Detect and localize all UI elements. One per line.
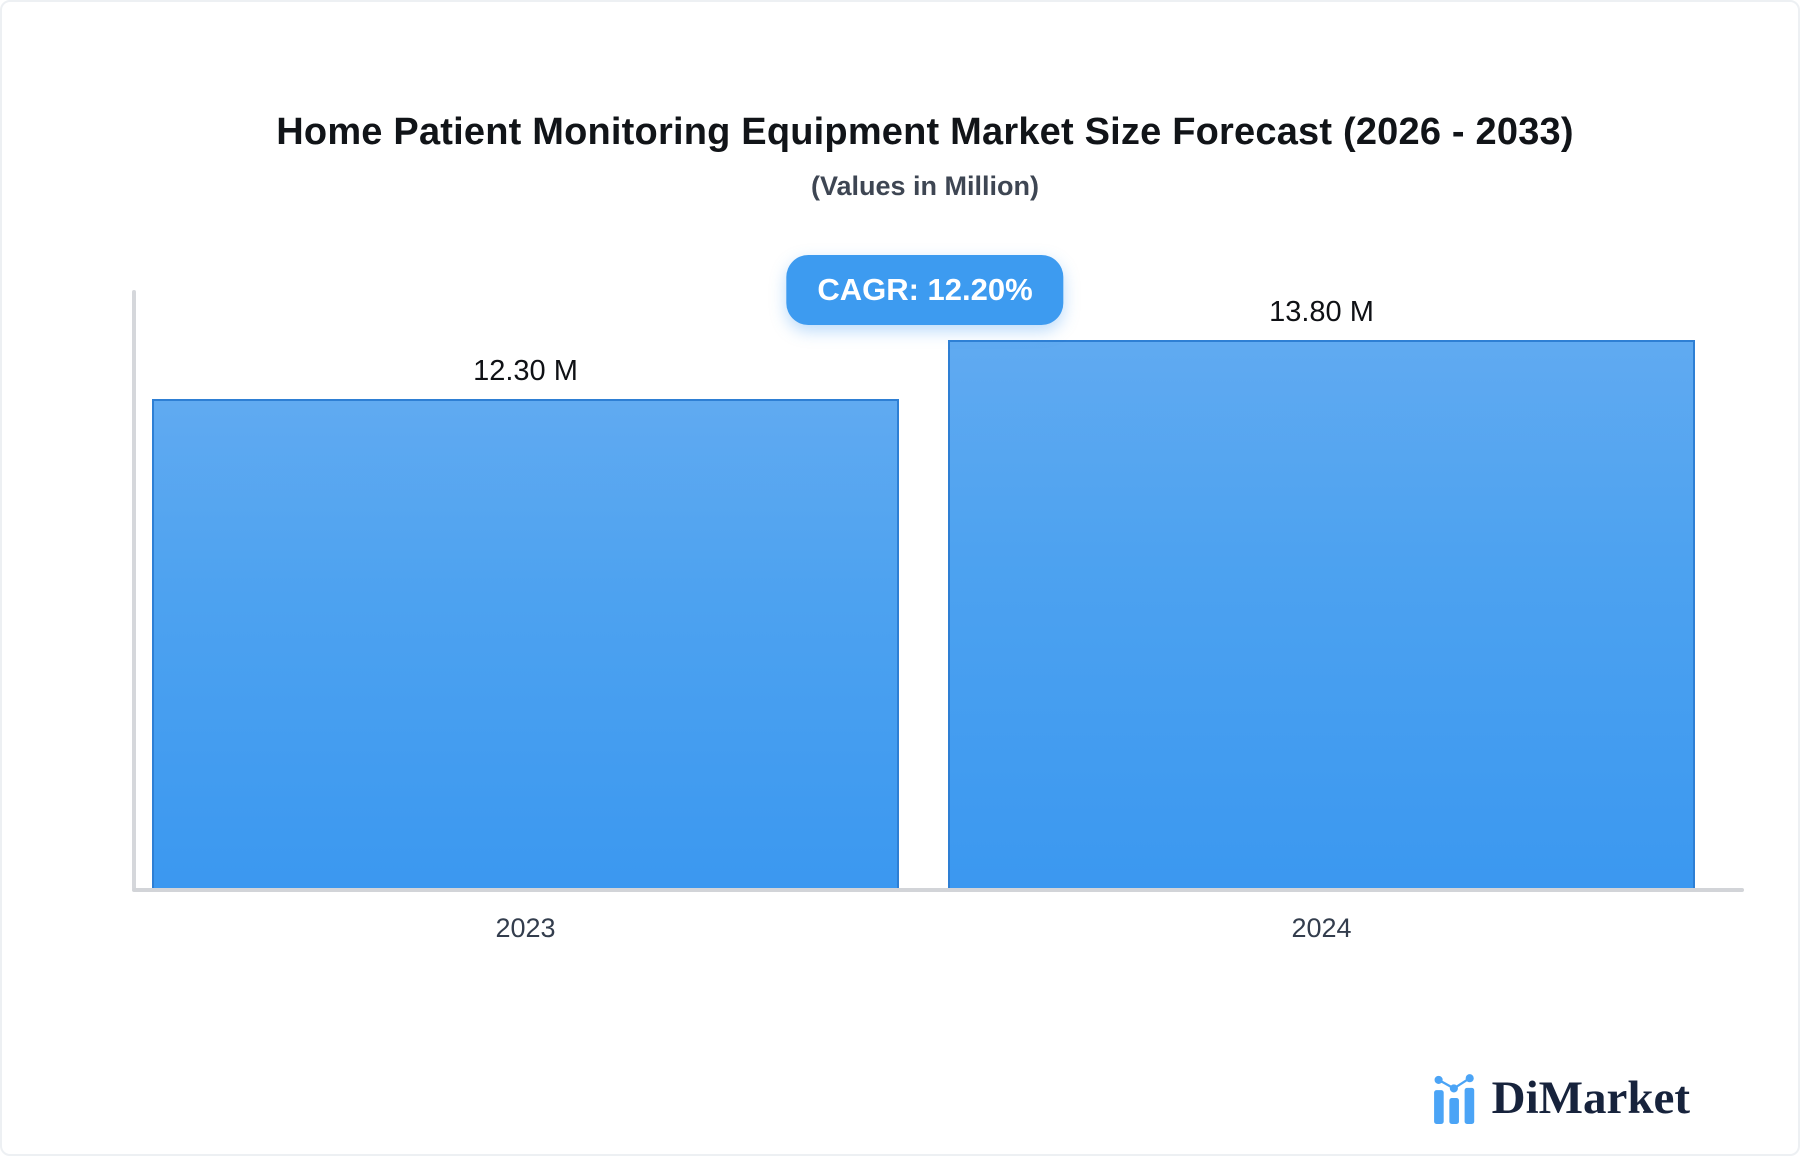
bar-group-2023: 12.30 M 2023 — [152, 292, 899, 943]
x-tick-label: 2023 — [495, 913, 556, 943]
brand-name: DiMarket — [1491, 1071, 1690, 1124]
y-axis-line — [132, 290, 136, 890]
x-axis-line — [132, 888, 1744, 892]
bar-2023[interactable]: 12.30 M — [152, 355, 899, 888]
bar-group-2024: 13.80 M 2024 — [948, 292, 1695, 943]
cagr-badge: CAGR: 12.20% — [786, 255, 1064, 325]
chart-title: Home Patient Monitoring Equipment Market… — [276, 111, 1574, 153]
bar-2024[interactable]: 13.80 M — [948, 296, 1695, 888]
brand-logo: DiMarket — [1431, 1072, 1690, 1124]
plot-area: 12.30 M 2023 13.80 M 2024 — [132, 290, 1744, 943]
bar-value-label: 12.30 M — [473, 355, 578, 388]
y-axis-labels: 0 5.0M 10.0M 15.0M — [0, 292, 2, 888]
x-tick-label: 2024 — [1291, 913, 1352, 943]
chart-subtitle: (Values in Million) — [810, 170, 1040, 201]
chart-header: Home Patient Monitoring Equipment Market… — [52, 110, 1798, 203]
bar-value-label: 13.80 M — [1269, 295, 1374, 328]
bar-chart-trend-icon — [1433, 1074, 1474, 1124]
